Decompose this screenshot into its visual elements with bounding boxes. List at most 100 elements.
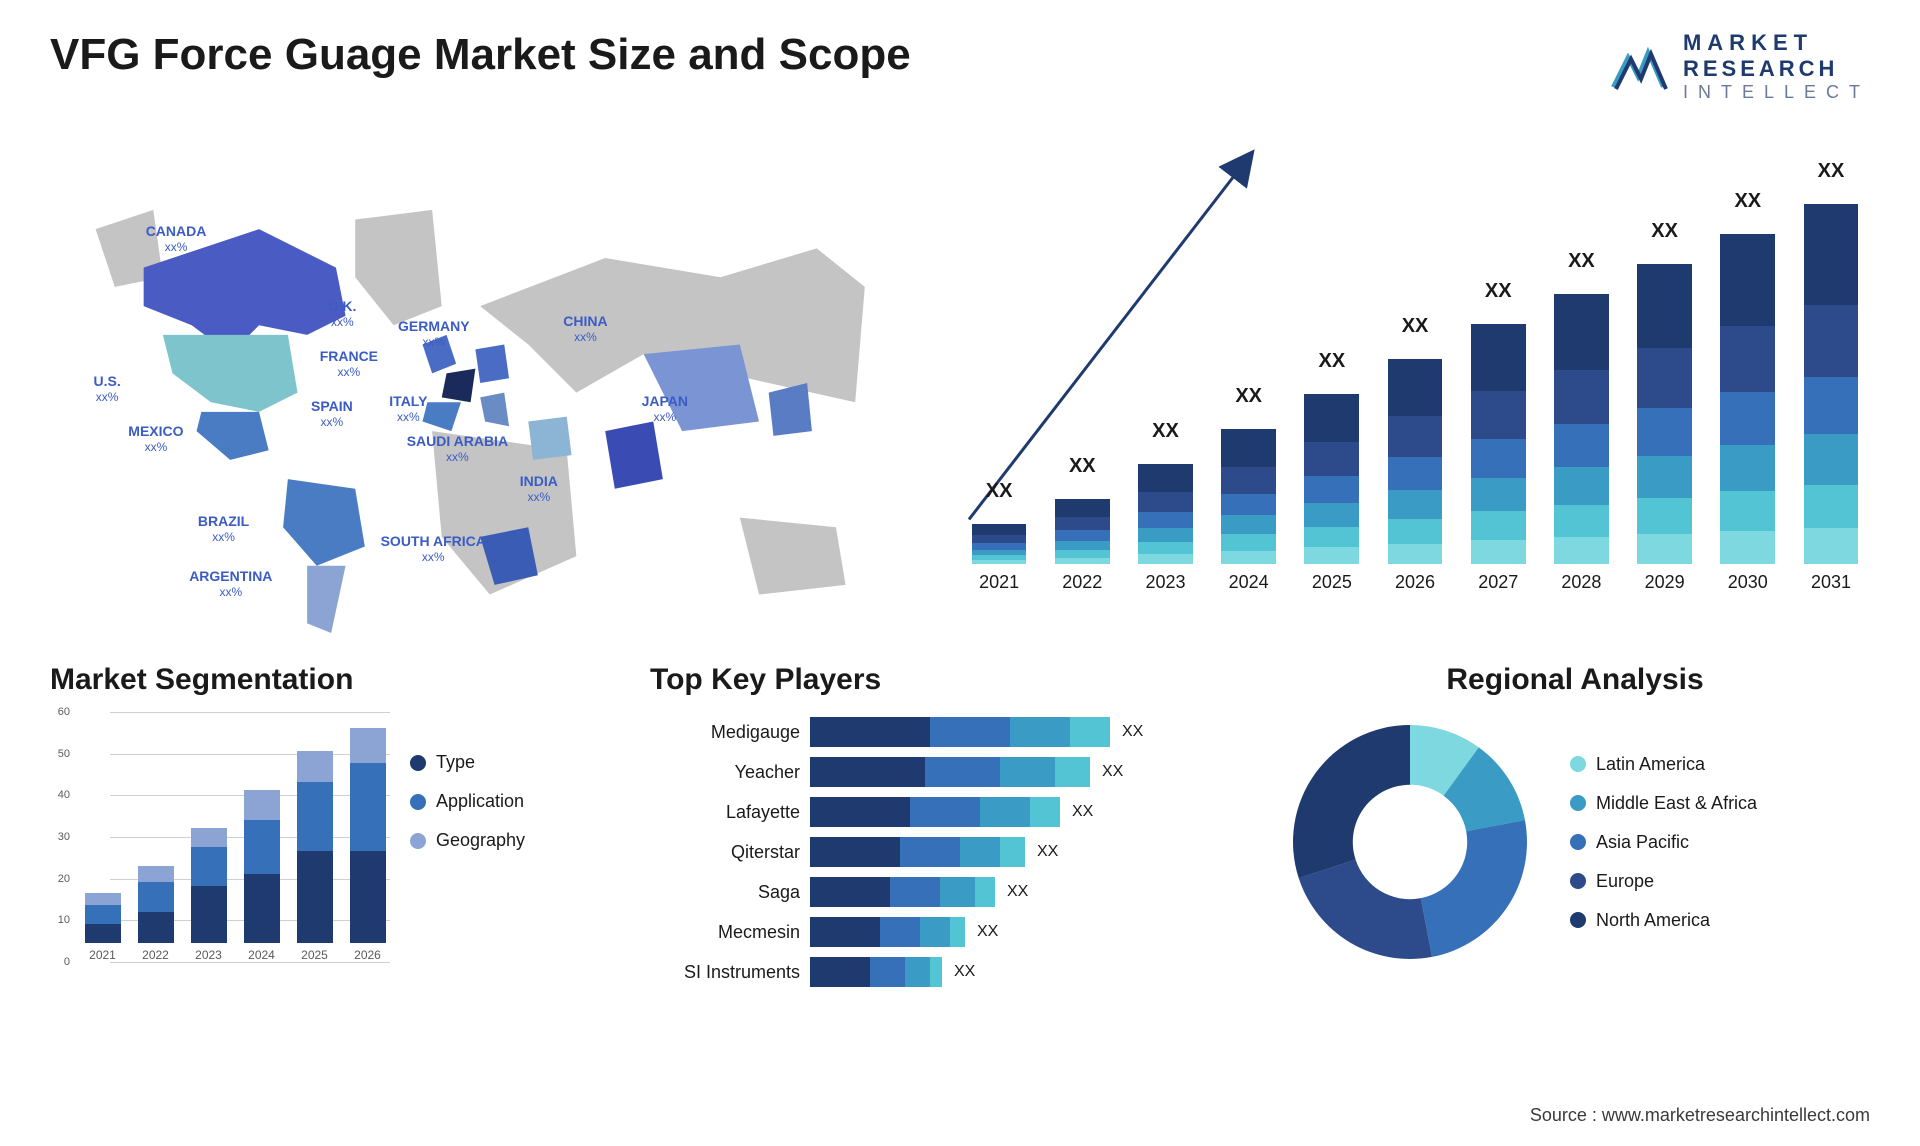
- seg-bar-segment: [244, 874, 280, 943]
- main-bar-segment: [1388, 359, 1443, 416]
- main-bar-segment: [1637, 534, 1692, 564]
- main-bar-segment: [1554, 505, 1609, 537]
- main-bar-segment: [1138, 554, 1193, 564]
- map-country: [769, 383, 812, 436]
- main-bar-segment: [1221, 494, 1276, 516]
- player-bar-segment: [1010, 717, 1070, 747]
- player-bar-segment: [810, 917, 880, 947]
- seg-legend-item: Type: [410, 752, 525, 773]
- player-value: XX: [1007, 883, 1028, 901]
- main-bar-column: XX 2025: [1293, 394, 1371, 593]
- main-bar-value: XX: [1069, 455, 1096, 478]
- map-label: SOUTH AFRICAxx%: [381, 533, 486, 564]
- regional-title: Regional Analysis: [1280, 663, 1870, 697]
- player-value: XX: [1102, 763, 1123, 781]
- map-landmass: [740, 518, 846, 595]
- map-country: [163, 335, 298, 412]
- main-bar-segment: [1304, 547, 1359, 564]
- main-bar-year: 2025: [1312, 572, 1352, 593]
- map-label: FRANCExx%: [320, 348, 378, 379]
- main-bar-segment: [1720, 445, 1775, 491]
- seg-bar-column: 2025: [292, 751, 337, 962]
- player-bar-segment: [980, 797, 1030, 827]
- map-label: GERMANYxx%: [398, 318, 470, 349]
- seg-year-label: 2025: [301, 948, 328, 962]
- main-bar-segment: [1388, 416, 1443, 457]
- seg-bar-segment: [350, 728, 386, 763]
- main-bar-segment: [1471, 391, 1526, 439]
- regional-legend-item: Asia Pacific: [1570, 832, 1757, 853]
- world-map: CANADAxx%U.S.xx%MEXICOxx%BRAZILxx%ARGENT…: [50, 133, 920, 633]
- seg-bar-column: 2023: [186, 828, 231, 962]
- main-bar-segment: [1554, 294, 1609, 370]
- seg-bar-segment: [191, 828, 227, 847]
- map-label: CHINAxx%: [563, 313, 607, 344]
- regional-legend-label: North America: [1596, 910, 1710, 931]
- seg-legend-item: Geography: [410, 830, 525, 851]
- main-bar-segment: [972, 560, 1027, 564]
- map-label: SPAINxx%: [311, 398, 353, 429]
- regional-legend-label: Latin America: [1596, 754, 1705, 775]
- main-bar-segment: [1637, 498, 1692, 534]
- donut-slice: [1299, 860, 1432, 959]
- main-bar-value: XX: [1734, 190, 1761, 213]
- player-bar-segment: [975, 877, 995, 907]
- map-country: [528, 417, 571, 460]
- main-bar-column: XX 2031: [1792, 204, 1870, 593]
- map-label: INDIAxx%: [520, 473, 558, 504]
- player-bar-segment: [925, 757, 1000, 787]
- main-bar-year: 2021: [979, 572, 1019, 593]
- seg-bar-segment: [138, 882, 174, 913]
- main-bar-segment: [1388, 457, 1443, 490]
- seg-bar-column: 2022: [133, 866, 178, 962]
- main-bar-segment: [1720, 326, 1775, 392]
- main-bar-segment: [1471, 540, 1526, 564]
- seg-bar-segment: [138, 866, 174, 881]
- main-bar-segment: [1304, 442, 1359, 476]
- player-bar-segment: [810, 717, 930, 747]
- map-label: SAUDI ARABIAxx%: [407, 433, 508, 464]
- main-bar-segment: [1221, 467, 1276, 494]
- players-title: Top Key Players: [650, 663, 1240, 697]
- player-bar-segment: [1000, 757, 1055, 787]
- seg-bar-segment: [85, 893, 121, 905]
- legend-dot-icon: [1570, 795, 1586, 811]
- player-bar-segment: [1000, 837, 1025, 867]
- main-bar-segment: [1471, 439, 1526, 477]
- main-bar-year: 2026: [1395, 572, 1435, 593]
- player-bar-segment: [920, 917, 950, 947]
- map-label: U.K.xx%: [328, 298, 356, 329]
- seg-bar-segment: [191, 847, 227, 885]
- main-bar-segment: [972, 535, 1027, 543]
- main-bar-segment: [1720, 234, 1775, 326]
- seg-legend-item: Application: [410, 791, 525, 812]
- player-bar-segment: [810, 877, 890, 907]
- map-label: MEXICOxx%: [128, 423, 183, 454]
- main-bar-value: XX: [1319, 350, 1346, 373]
- main-bar-column: XX 2030: [1709, 234, 1787, 593]
- main-bar-segment: [1804, 485, 1859, 528]
- seg-bar-segment: [85, 905, 121, 924]
- map-label: BRAZILxx%: [198, 513, 249, 544]
- player-row: XX: [810, 837, 1240, 867]
- legend-dot-icon: [410, 755, 426, 771]
- player-bar-segment: [930, 717, 1010, 747]
- player-row: XX: [810, 957, 1240, 987]
- main-bar-segment: [1637, 264, 1692, 348]
- map-label: JAPANxx%: [642, 393, 688, 424]
- player-bar-segment: [890, 877, 940, 907]
- seg-legend-label: Application: [436, 791, 524, 812]
- main-bar-year: 2031: [1811, 572, 1851, 593]
- player-name: Yeacher: [650, 762, 800, 783]
- player-bar-segment: [810, 797, 910, 827]
- main-bar-year: 2029: [1645, 572, 1685, 593]
- player-name: Lafayette: [650, 802, 800, 823]
- player-bar-segment: [960, 837, 1000, 867]
- segmentation-title: Market Segmentation: [50, 663, 610, 697]
- player-bar-segment: [930, 957, 942, 987]
- seg-year-label: 2026: [354, 948, 381, 962]
- seg-bar-column: 2021: [80, 893, 125, 962]
- seg-y-tick: 10: [58, 914, 70, 926]
- main-bar-segment: [1637, 348, 1692, 408]
- seg-bar-segment: [191, 886, 227, 944]
